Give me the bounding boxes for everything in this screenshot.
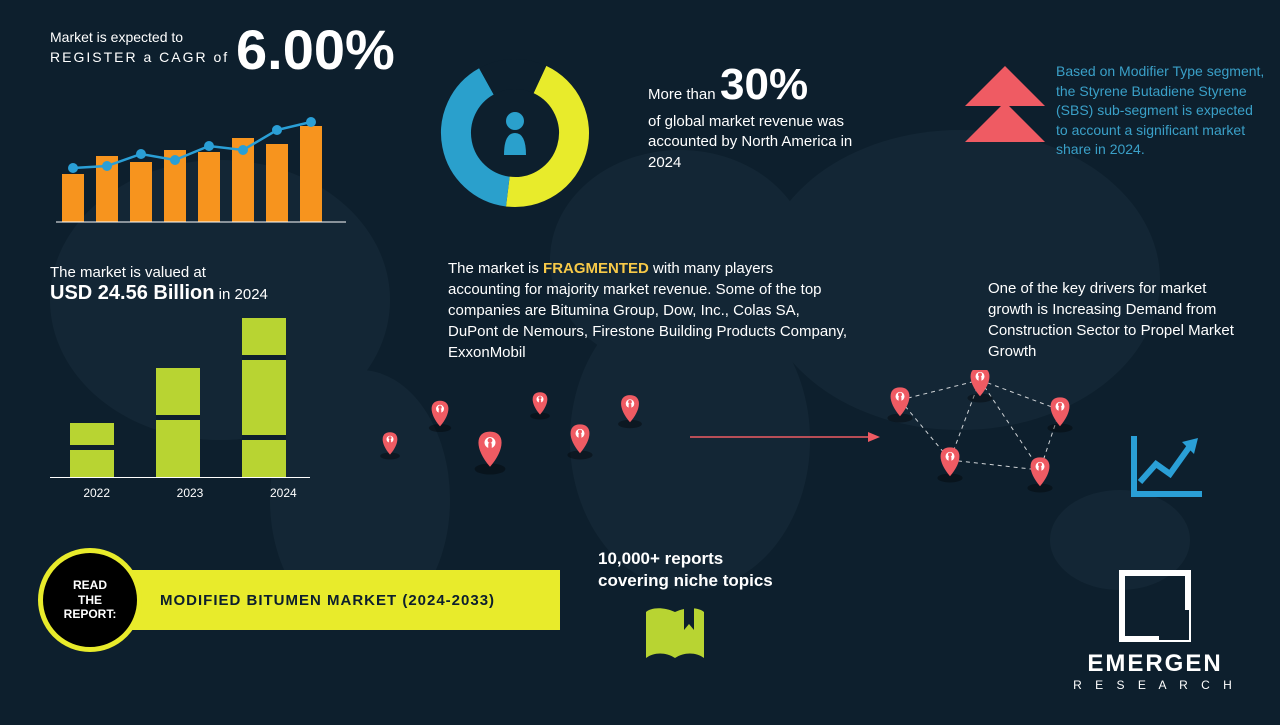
chart2-label: 2022 bbox=[83, 486, 110, 500]
reports-l1: 10,000+ reports bbox=[598, 548, 858, 570]
thirty-rest: of global market revenue was accounted b… bbox=[648, 112, 878, 173]
map-pins-network bbox=[880, 370, 1110, 510]
sbs-body: Based on Modifier Type segment, the Styr… bbox=[1056, 63, 1264, 157]
chart2-xlabels: 2022 2023 2024 bbox=[50, 486, 330, 500]
cagr-chart bbox=[56, 92, 356, 232]
logo-name: EMERGEN bbox=[1070, 650, 1240, 678]
chart2-label: 2024 bbox=[270, 486, 297, 500]
map-pins-left bbox=[370, 372, 690, 492]
reports-count-block: 10,000+ reports covering niche topics bbox=[598, 548, 858, 592]
book-icon bbox=[640, 600, 710, 670]
reports-l2: covering niche topics bbox=[598, 570, 858, 592]
brand-logo: EMERGEN R E S E A R C H bbox=[1070, 570, 1240, 692]
driver-body: One of the key drivers for market growth… bbox=[988, 280, 1234, 360]
market-value-block: The market is valued at USD 24.56 Billio… bbox=[50, 264, 300, 305]
cagr-block: Market is expected to REGISTER a CAGR of… bbox=[50, 28, 400, 67]
logo-square-icon bbox=[1119, 570, 1191, 642]
frag-pre: The market is bbox=[448, 260, 543, 277]
fragmented-text: The market is FRAGMENTED with many playe… bbox=[448, 258, 848, 363]
cagr-line2: REGISTER a CAGR of bbox=[50, 49, 229, 65]
sbs-text: Based on Modifier Type segment, the Styr… bbox=[1056, 62, 1266, 160]
report-circle[interactable]: READTHEREPORT: bbox=[38, 548, 142, 652]
logo-sub: R E S E A R C H bbox=[1070, 678, 1240, 692]
frag-word: FRAGMENTED bbox=[543, 260, 649, 277]
chart2-label: 2023 bbox=[177, 486, 204, 500]
cagr-value: 6.00% bbox=[236, 22, 395, 78]
report-title: MODIFIED BITUMEN MARKET (2024-2033) bbox=[160, 592, 495, 609]
thirty-pct: 30% bbox=[720, 60, 808, 109]
chart2-baseline bbox=[50, 477, 310, 478]
val-l3: in 2024 bbox=[215, 286, 268, 303]
read-report-cta[interactable]: MODIFIED BITUMEN MARKET (2024-2033) READ… bbox=[38, 560, 578, 640]
driver-text: One of the key drivers for market growth… bbox=[988, 278, 1248, 362]
thirty-percent-block: More than 30% of global market revenue w… bbox=[648, 60, 878, 173]
double-triangle-icon bbox=[960, 66, 1050, 156]
report-title-bar[interactable]: MODIFIED BITUMEN MARKET (2024-2033) bbox=[90, 570, 560, 630]
report-circle-label: READTHEREPORT: bbox=[64, 578, 117, 621]
market-value-chart: 2022 2023 2024 bbox=[50, 308, 330, 498]
cagr-line1: Market is expected to bbox=[50, 29, 183, 45]
thirty-prefix: More than bbox=[648, 86, 716, 103]
val-l2: USD 24.56 Billion bbox=[50, 282, 215, 304]
pin-arrow bbox=[690, 430, 880, 432]
growth-chart-icon bbox=[1126, 432, 1206, 502]
val-l1: The market is valued at bbox=[50, 264, 206, 281]
donut-chart bbox=[430, 48, 630, 218]
